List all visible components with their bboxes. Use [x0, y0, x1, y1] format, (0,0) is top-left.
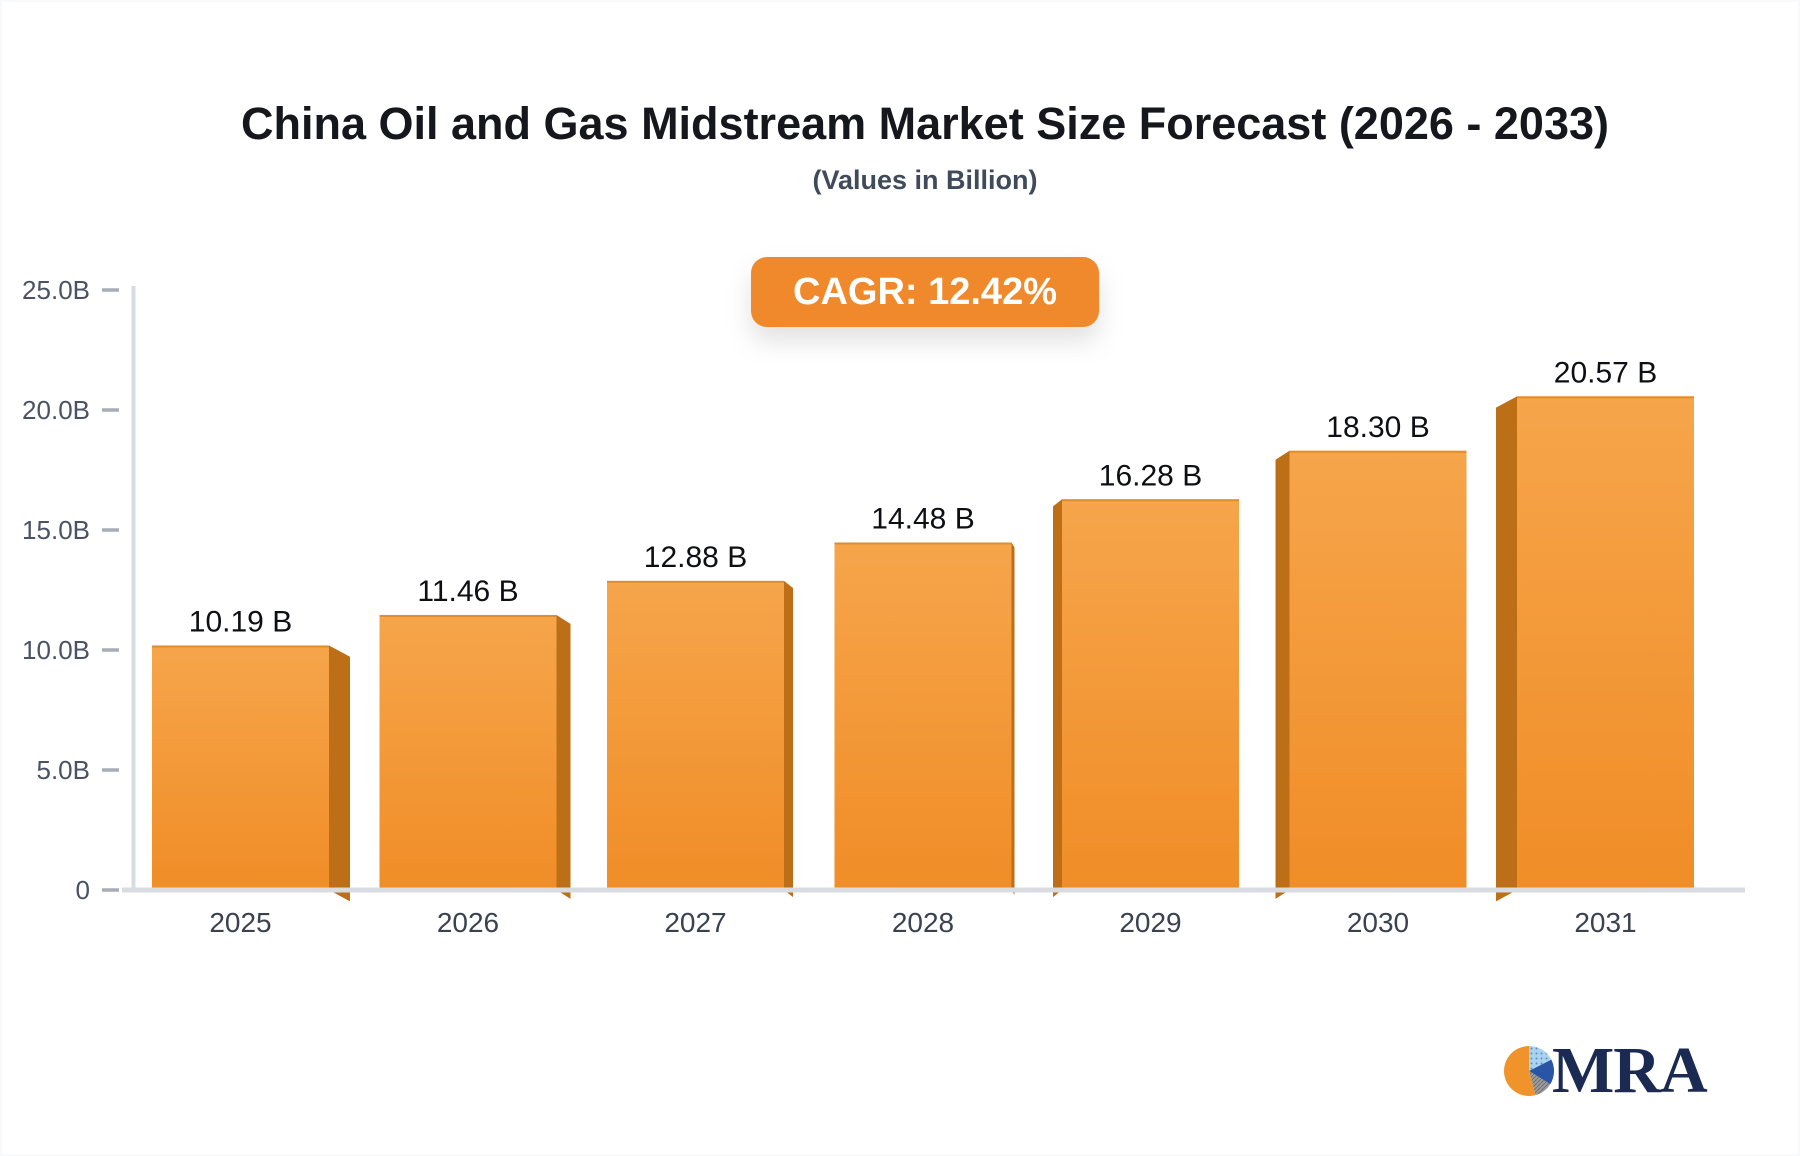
- bar-front-face: [1289, 450, 1467, 890]
- bar-side-face: [1496, 396, 1517, 902]
- bar-side-face: [1275, 450, 1290, 899]
- bar-2025[interactable]: 10.19 B: [152, 605, 350, 902]
- x-axis-label: 2028: [892, 907, 954, 938]
- x-axis-label: 2030: [1347, 907, 1409, 938]
- cagr-badge-label: CAGR: 12.42%: [793, 270, 1057, 313]
- x-axis-label: 2026: [437, 907, 499, 938]
- x-axis-label: 2029: [1119, 907, 1181, 938]
- x-axis-label: 2027: [664, 907, 726, 938]
- y-axis-tick-label: 25.0B: [22, 275, 90, 305]
- chart-title: China Oil and Gas Midstream Market Size …: [240, 98, 1610, 149]
- y-axis-tick-label: 20.0B: [22, 395, 90, 425]
- y-axis-tick-label: 15.0B: [22, 515, 90, 545]
- bar-2028[interactable]: 14.48 B: [834, 502, 1015, 896]
- bar-value-label: 16.28 B: [1099, 459, 1202, 492]
- chart-subtitle: (Values in Billion): [812, 165, 1038, 195]
- pie-slice-orange: [1504, 1046, 1536, 1096]
- bar-side-face: [329, 645, 350, 902]
- bar-value-label: 11.46 B: [417, 575, 518, 608]
- bar-front-face: [1517, 396, 1694, 890]
- bar-front-face: [834, 542, 1012, 890]
- bar-front-face: [1062, 499, 1239, 890]
- bar-front-face: [379, 614, 557, 890]
- bar-value-label: 18.30 B: [1326, 411, 1429, 444]
- bar-side-face: [784, 580, 793, 898]
- bar-value-label: 20.57 B: [1554, 356, 1657, 389]
- y-axis-tick-label: 5.0B: [37, 755, 91, 785]
- pie-slice-gray: [1529, 1071, 1551, 1096]
- x-axis-label: 2025: [209, 907, 271, 938]
- bar-2026[interactable]: 11.46 B: [379, 575, 571, 899]
- bar-2030[interactable]: 18.30 B: [1275, 411, 1467, 899]
- x-axis-label: 2031: [1574, 907, 1636, 938]
- pie-slice-lightblue: [1529, 1046, 1552, 1071]
- bar-value-label: 14.48 B: [871, 502, 974, 535]
- y-axis-tick-label: 0: [76, 875, 90, 905]
- bar-value-label: 10.19 B: [189, 605, 292, 638]
- bar-side-face: [556, 614, 571, 899]
- bar-front-face: [607, 580, 784, 890]
- y-axis-tick-label: 10.0B: [22, 635, 90, 665]
- pie-chart-icon: [1504, 1046, 1555, 1096]
- bar-value-label: 12.88 B: [644, 541, 747, 574]
- bar-side-face: [1053, 499, 1062, 898]
- bar-2027[interactable]: 12.88 B: [607, 541, 793, 898]
- bar-2031[interactable]: 20.57 B: [1496, 356, 1694, 902]
- cagr-badge: CAGR: 12.42%: [751, 257, 1099, 327]
- bar-2029[interactable]: 16.28 B: [1053, 459, 1239, 898]
- mra-logo: MRA: [1502, 1034, 1708, 1107]
- mra-logo-text: MRA: [1552, 1034, 1708, 1107]
- bar-side-face: [1011, 542, 1015, 896]
- pie-slice-navy: [1529, 1059, 1555, 1085]
- bar-front-face: [152, 645, 329, 890]
